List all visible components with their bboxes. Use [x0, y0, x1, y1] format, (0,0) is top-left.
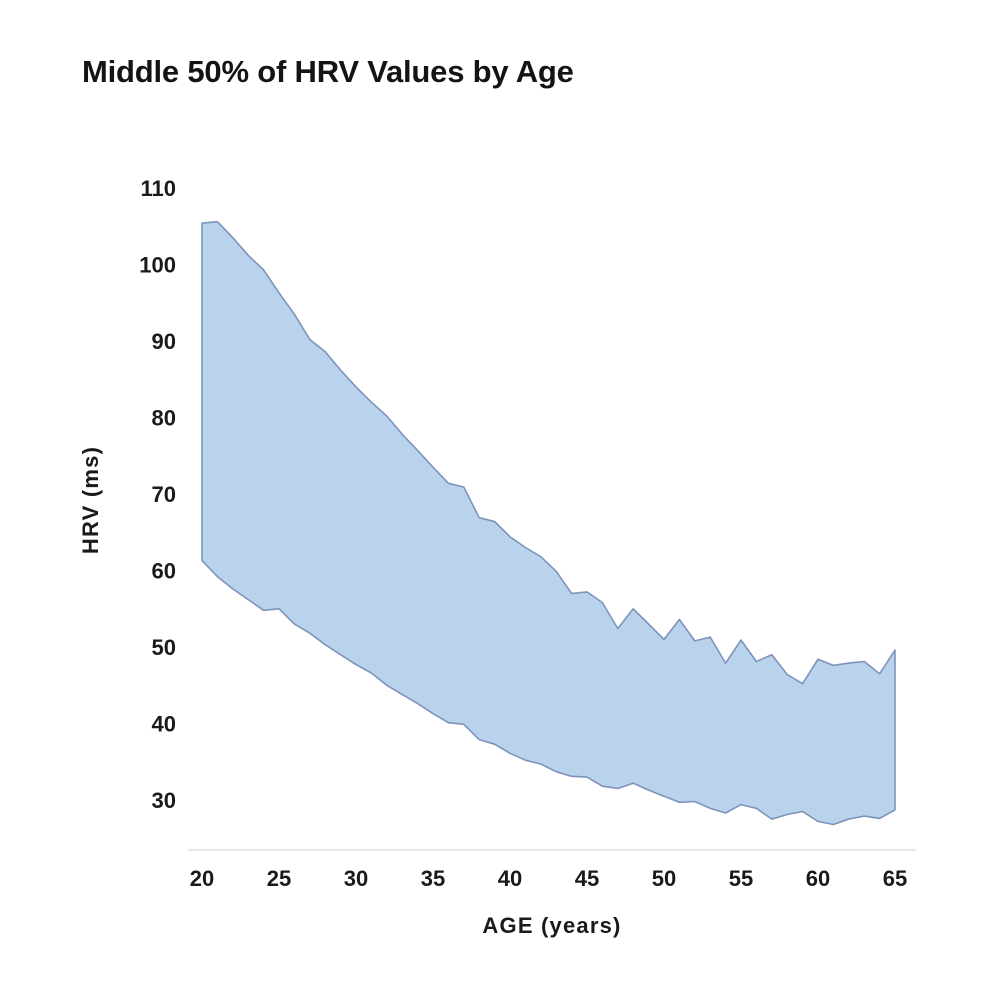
y-axis-tick-labels: 30 40 50 60 70 80 90 100 110 [139, 176, 176, 813]
y-tick-label-60: 60 [152, 559, 176, 584]
x-tick-label-50: 50 [652, 866, 676, 891]
y-tick-label-90: 90 [152, 329, 176, 354]
x-tick-label-45: 45 [575, 866, 599, 891]
chart-title: Middle 50% of HRV Values by Age [82, 54, 574, 89]
y-axis-title: HRV (ms) [78, 446, 103, 554]
y-tick-label-70: 70 [152, 482, 176, 507]
x-tick-label-40: 40 [498, 866, 522, 891]
x-axis-tick-labels: 20 25 30 35 40 45 50 55 60 65 [190, 866, 907, 891]
x-tick-label-60: 60 [806, 866, 830, 891]
y-tick-label-100: 100 [139, 253, 176, 278]
x-tick-label-65: 65 [883, 866, 907, 891]
x-tick-label-35: 35 [421, 866, 445, 891]
hrv-middle50-band-area [201, 220, 896, 826]
x-tick-label-25: 25 [267, 866, 291, 891]
x-tick-label-55: 55 [729, 866, 753, 891]
x-axis-title: AGE (years) [482, 913, 621, 938]
x-tick-label-30: 30 [344, 866, 368, 891]
y-tick-label-50: 50 [152, 635, 176, 660]
y-tick-label-80: 80 [152, 406, 176, 431]
y-tick-label-30: 30 [152, 788, 176, 813]
y-tick-label-40: 40 [152, 712, 176, 737]
x-tick-label-20: 20 [190, 866, 214, 891]
y-tick-label-110: 110 [141, 176, 177, 201]
